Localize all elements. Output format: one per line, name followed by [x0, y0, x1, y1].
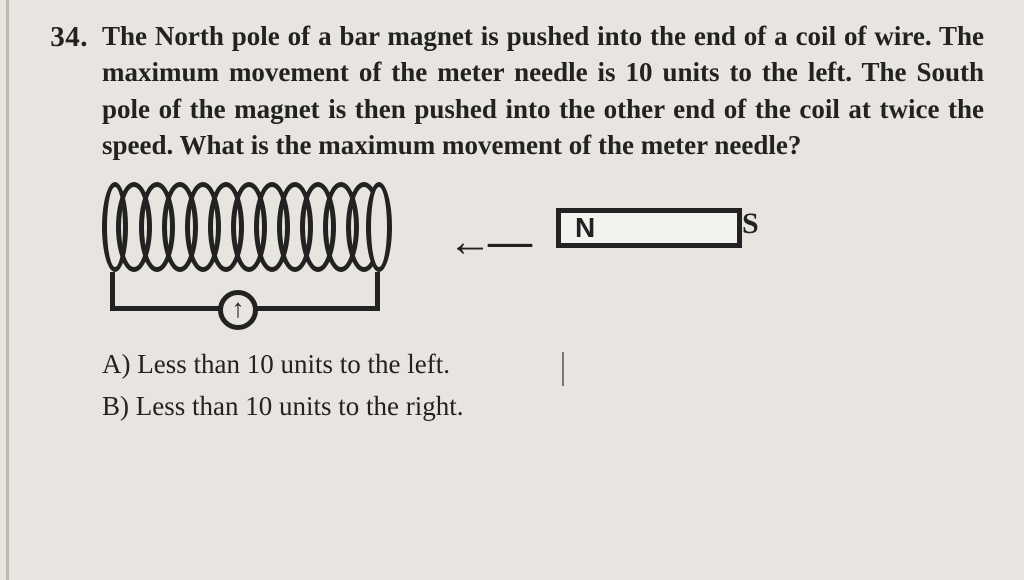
wire-left-down	[110, 272, 115, 310]
option-b: B) Less than 10 units to the right.	[102, 386, 984, 427]
bar-magnet: N	[556, 208, 742, 248]
page-content: 34. The North pole of a bar magnet is pu…	[0, 0, 1024, 427]
coil-end-right	[366, 182, 392, 272]
question-row: 34. The North pole of a bar magnet is pu…	[28, 18, 984, 164]
wire-right-down	[375, 272, 380, 310]
wire-bottom-right	[254, 306, 380, 311]
galvanometer: ↑	[218, 290, 258, 330]
question-text: The North pole of a bar magnet is pushed…	[102, 18, 984, 164]
meter-needle-icon: ↑	[232, 296, 245, 322]
answer-options: A) Less than 10 units to the left. B) Le…	[102, 344, 984, 427]
circuit-figure: ↑ ←— N S	[102, 182, 742, 332]
page-margin-line	[6, 0, 9, 580]
motion-arrow-icon: ←—	[448, 212, 528, 271]
print-mark	[562, 352, 564, 386]
coil	[102, 182, 402, 272]
wire-bottom-left	[110, 306, 222, 311]
question-number: 34.	[28, 18, 102, 57]
option-a: A) Less than 10 units to the left.	[102, 344, 984, 385]
magnet-south-label: S	[742, 204, 759, 245]
magnet-north-label: N	[561, 209, 597, 247]
